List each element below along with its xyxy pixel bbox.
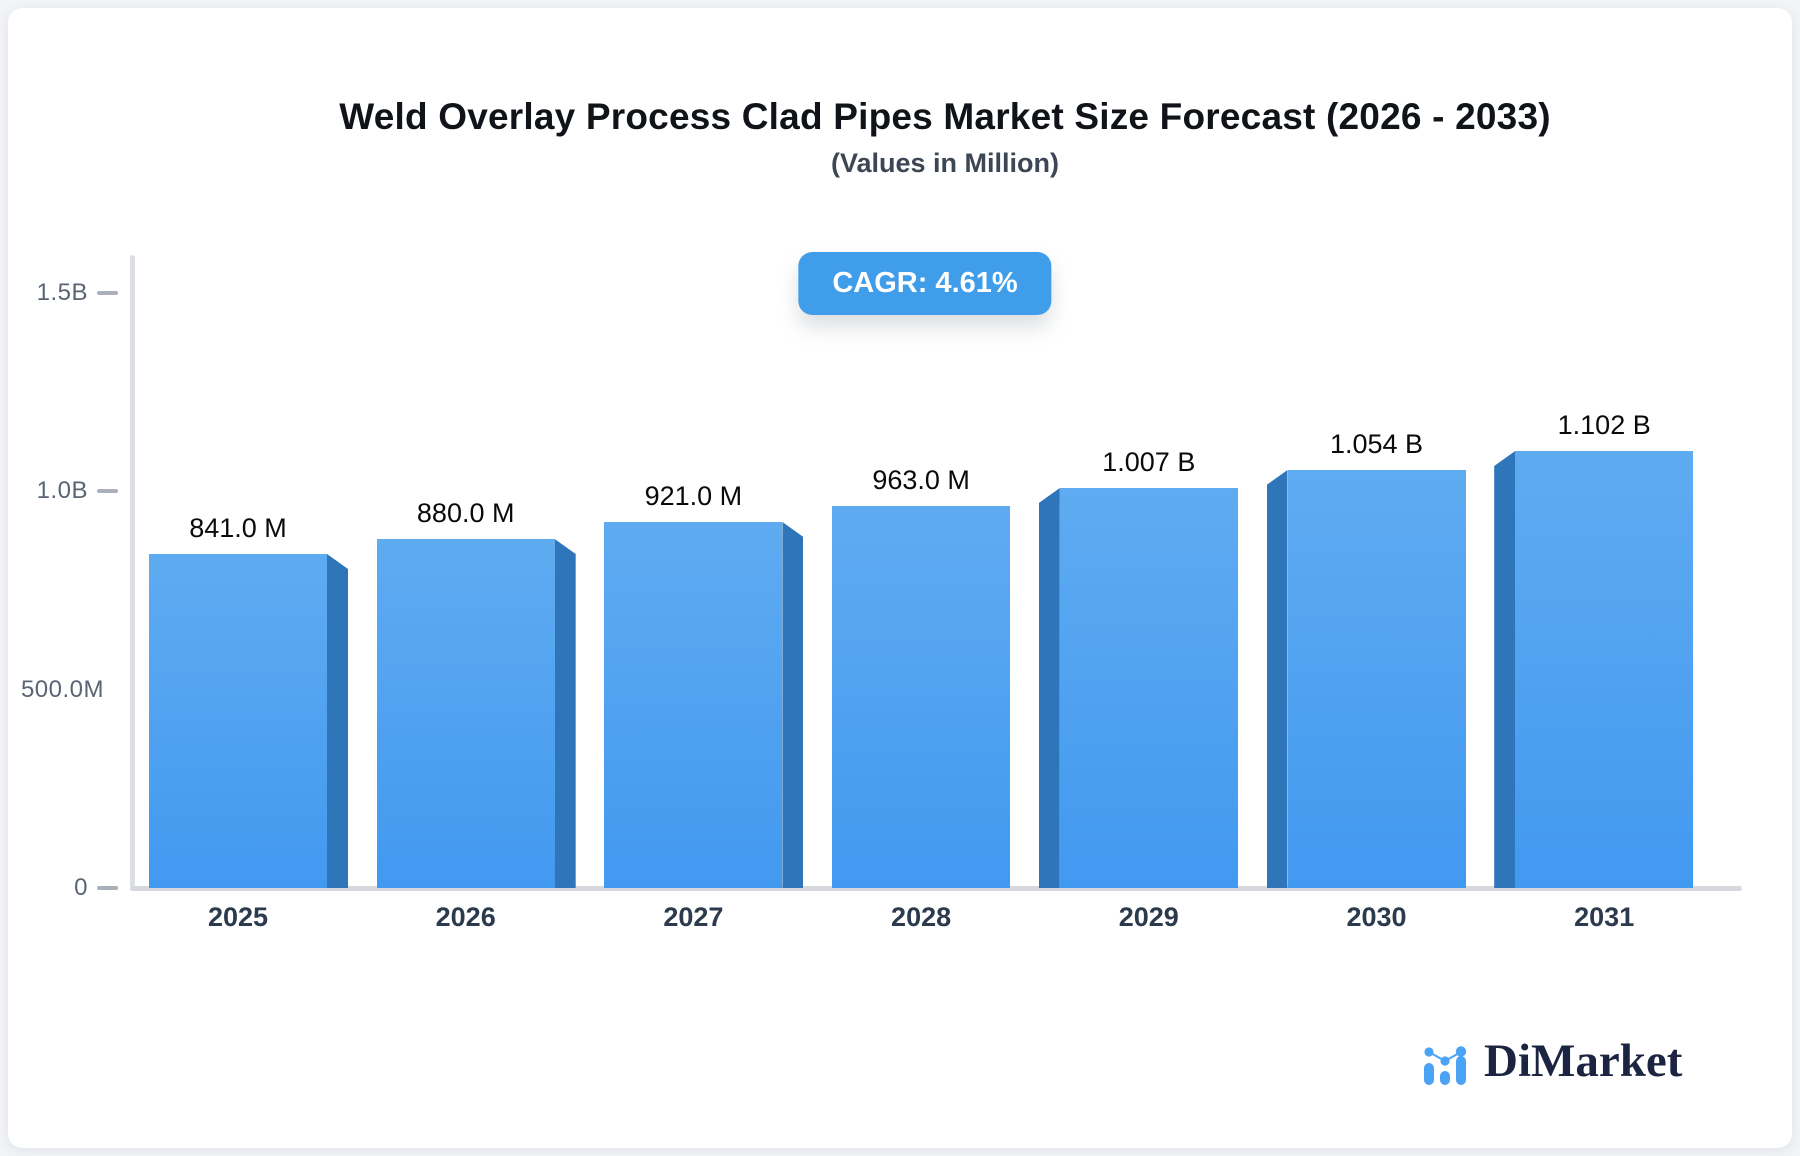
bar-line-chart-icon: [1424, 1046, 1467, 1085]
bar-2030: [1287, 470, 1466, 888]
x-axis-label-2030: 2030: [1346, 902, 1407, 932]
bar-2025: [149, 554, 327, 888]
bar-value-label: 963.0 M: [872, 465, 970, 495]
x-axis-label-2027: 2027: [663, 902, 724, 932]
bar-2031: [1515, 451, 1694, 888]
bar-value-label: 841.0 M: [189, 513, 287, 543]
bar-2028: [832, 506, 1011, 888]
logo-text: DiMarket: [1484, 1035, 1683, 1087]
dimarket-logo: DiMarket: [1422, 1038, 1682, 1085]
bar-value-label: 880.0 M: [416, 498, 515, 528]
chart-subtitle: (Values in Million): [830, 148, 1060, 178]
bar-value-label: 1.007 B: [1102, 447, 1196, 477]
x-axis-label-2029: 2029: [1118, 902, 1179, 932]
bar-value-label: 921.0 M: [644, 481, 743, 511]
chart-title: Weld Overlay Process Clad Pipes Market S…: [339, 96, 1551, 137]
y-axis-line: [130, 255, 135, 888]
bar-2026: [376, 539, 555, 888]
y-tick-label: 0: [74, 874, 88, 901]
x-axis-label-2025: 2025: [207, 902, 269, 932]
x-axis-label-2026: 2026: [435, 902, 496, 932]
bar-side-2025: [327, 554, 348, 888]
bar-side-2029: [1038, 488, 1060, 888]
bar-value-label: 1.102 B: [1557, 410, 1651, 440]
y-tick-label: 500.0M: [20, 675, 104, 703]
bar-value-label: 1.054 B: [1329, 429, 1424, 459]
y-tick-dash: [97, 290, 118, 295]
bar-side-2027: [782, 522, 804, 888]
y-tick-dash: [97, 489, 118, 493]
cagr-badge: CAGR: 4.61%: [798, 252, 1052, 315]
y-tick-label: 1.0B: [36, 477, 88, 504]
x-axis-label-2031: 2031: [1574, 902, 1635, 932]
x-axis-baseline: [130, 886, 1742, 891]
bar-2029: [1059, 488, 1238, 888]
bar-side-2031: [1494, 451, 1516, 888]
bar-2027: [604, 522, 783, 888]
x-axis-label-2028: 2028: [891, 902, 952, 932]
y-tick-dash: [97, 886, 118, 890]
y-tick-label: 1.5B: [36, 278, 88, 306]
bar-side-2030: [1266, 470, 1288, 888]
bar-side-2026: [554, 539, 576, 888]
